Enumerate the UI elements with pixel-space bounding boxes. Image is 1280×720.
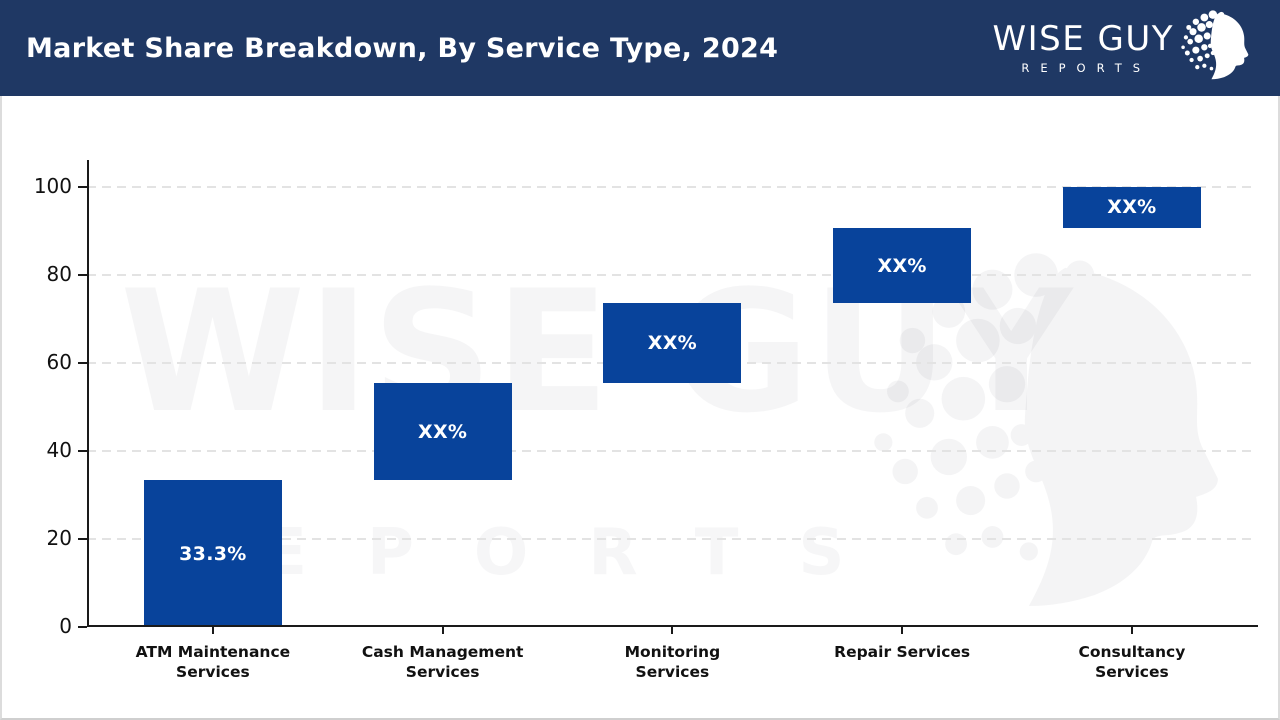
x-category-label: Monitoring Services [624,643,721,682]
page-title: Market Share Breakdown, By Service Type,… [26,32,779,64]
y-tick-label: 40 [46,438,72,462]
waterfall-bar-4: XX% [833,227,972,304]
y-tick-label: 80 [46,262,72,286]
chart-canvas: WISE GUY REPORTS 0 20 40 60 80 100 33.3% ATM Ma… [0,96,1280,720]
x-tick-mark [1130,627,1133,634]
y-tick-label: 20 [46,526,72,550]
bar-value-label: XX% [877,254,927,277]
x-axis-line [87,625,1258,627]
logo-text: WISE GUY REPORTS [992,22,1174,75]
logo-subtitle: REPORTS [1021,60,1152,75]
x-category-label: Consultancy Services [1078,643,1186,682]
y-tick-mark [78,538,87,540]
bar-value-label: 33.3% [179,542,247,565]
y-tick-label: 60 [46,350,72,374]
logo-name: WISE GUY [992,18,1174,59]
x-tick-mark [671,627,674,634]
y-tick-mark [78,186,87,188]
waterfall-bar-5: XX% [1062,187,1201,228]
gridline-100 [87,186,1256,188]
waterfall-bar-1: 33.3% [143,480,282,627]
waterfall-bar-2: XX% [373,382,512,481]
y-tick-label: 0 [59,614,72,638]
x-tick-mark [211,627,214,634]
x-category-label: Cash Management Services [361,643,524,682]
header-bar: Market Share Breakdown, By Service Type,… [0,0,1280,96]
wiseguy-logo: WISE GUY REPORTS [992,7,1254,89]
y-axis-line [87,160,89,627]
y-tick-mark [78,450,87,452]
x-tick-mark [901,627,904,634]
wiseguy-face-icon [1181,10,1249,80]
gridline-20 [87,538,1256,540]
y-tick-mark [78,362,87,364]
waterfall-bar-3: XX% [603,303,742,383]
gridline-40 [87,450,1256,452]
y-tick-mark [78,274,87,276]
bar-value-label: XX% [647,331,698,354]
x-category-label: Repair Services [834,643,971,661]
y-tick-label: 100 [33,174,72,198]
bar-value-label: XX% [418,420,468,443]
gridline-80 [87,274,1256,276]
x-tick-mark [441,627,444,634]
y-tick-mark [78,626,87,628]
bar-value-label: XX% [1107,196,1157,219]
x-category-label: ATM Maintenance Services [135,643,291,682]
